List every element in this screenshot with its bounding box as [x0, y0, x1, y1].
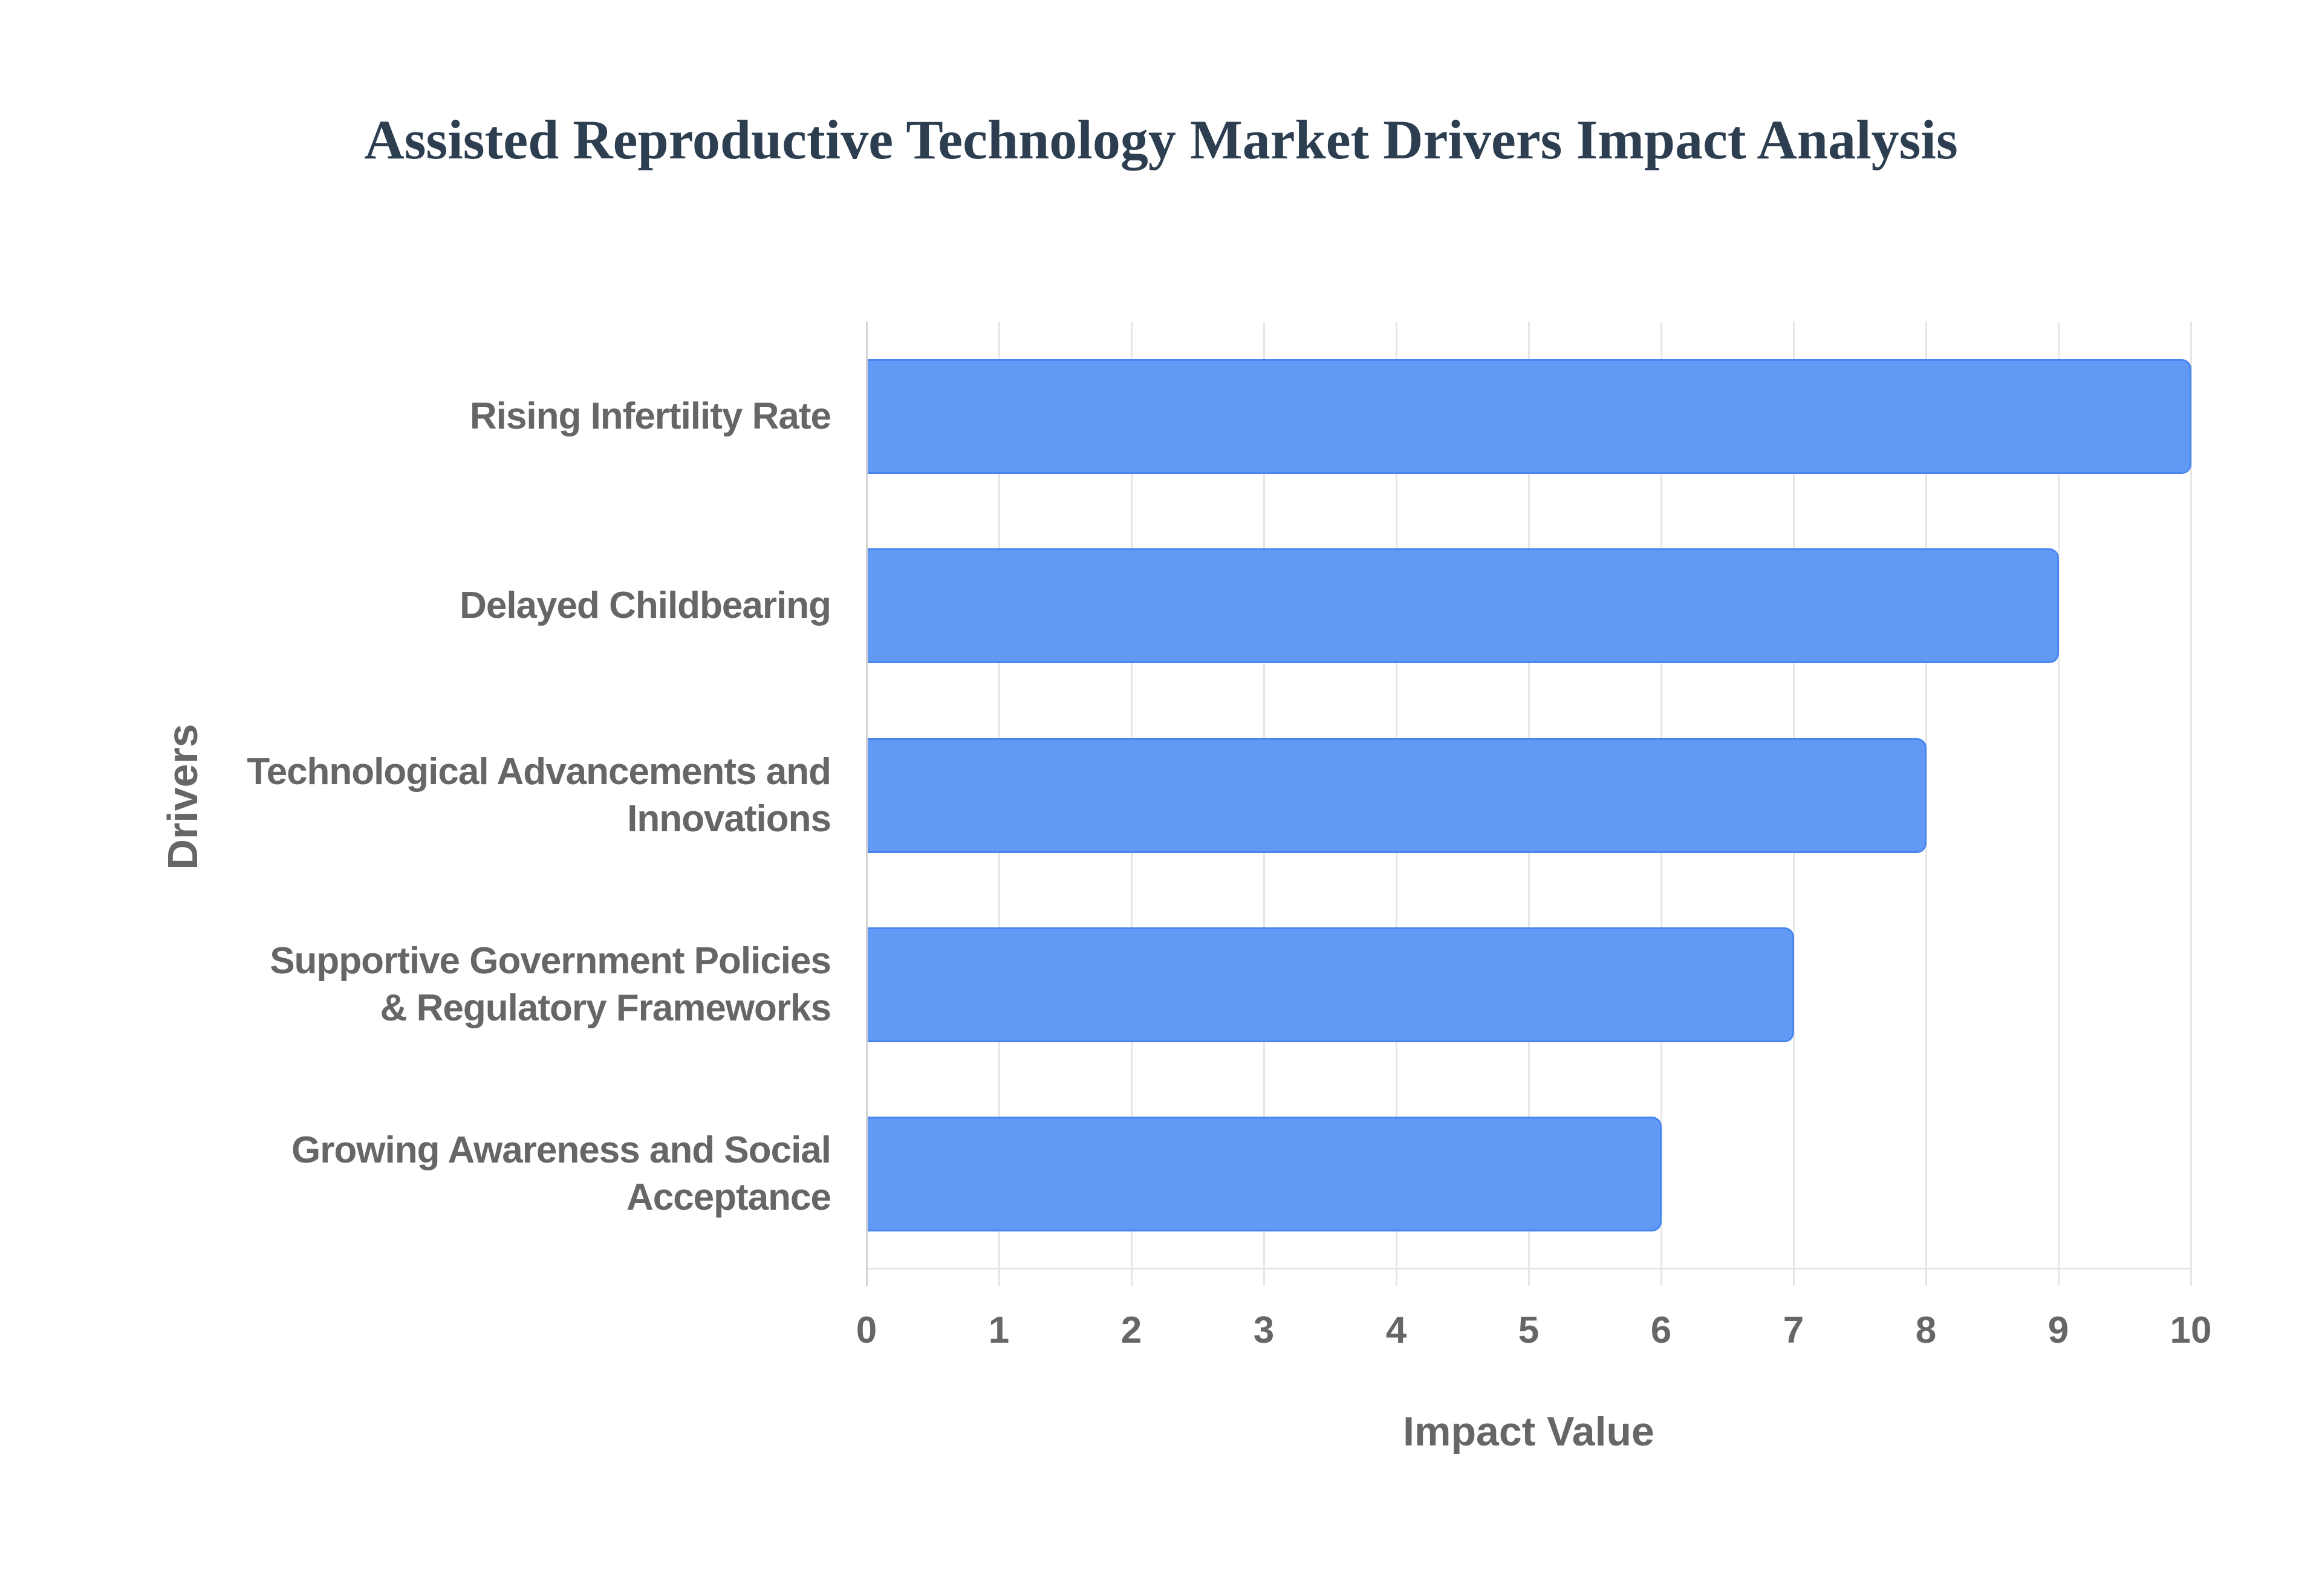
- y-axis-label: Technological Advancements and Innovation…: [247, 750, 831, 840]
- gridline: [2190, 322, 2192, 1286]
- plot-area: [866, 322, 2192, 1286]
- gridline: [866, 322, 868, 1286]
- bar[interactable]: [868, 927, 1794, 1042]
- bar[interactable]: [868, 738, 1927, 853]
- y-axis-label: Delayed Childbearing: [460, 585, 831, 627]
- x-tick-label: 1: [988, 1309, 1010, 1351]
- x-axis-title: Impact Value: [1403, 1409, 1654, 1455]
- chart-title: Assisted Reproductive Technology Market …: [364, 109, 1958, 170]
- x-tick-label: 10: [2170, 1309, 2212, 1351]
- x-tick-label: 5: [1518, 1309, 1540, 1351]
- bar[interactable]: [868, 548, 2059, 664]
- y-axis-label: Rising Infertility Rate: [469, 395, 831, 437]
- y-axis-title: Drivers: [159, 724, 206, 870]
- x-tick-label: 6: [1650, 1309, 1672, 1351]
- bar[interactable]: [868, 358, 2191, 474]
- x-tick-label: 7: [1783, 1309, 1804, 1351]
- x-tick-label: 0: [856, 1309, 877, 1351]
- x-tick-label: 4: [1385, 1309, 1407, 1351]
- y-axis-label: Supportive Government Policies & Regulato…: [270, 939, 831, 1029]
- gridline: [2058, 322, 2060, 1286]
- x-tick-label: 2: [1120, 1309, 1142, 1351]
- y-axis-label: Growing Awareness and Social Acceptance: [291, 1129, 831, 1219]
- bar[interactable]: [868, 1117, 1662, 1232]
- x-tick-label: 3: [1253, 1309, 1275, 1351]
- x-tick-label: 9: [2047, 1309, 2069, 1351]
- x-tick-label: 8: [1915, 1309, 1937, 1351]
